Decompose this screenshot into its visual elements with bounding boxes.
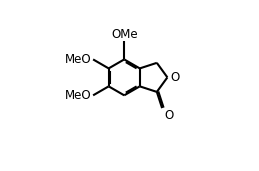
Text: MeO: MeO bbox=[65, 89, 92, 102]
Text: O: O bbox=[170, 71, 180, 84]
Text: MeO: MeO bbox=[65, 53, 92, 66]
Text: OMe: OMe bbox=[111, 28, 138, 41]
Text: O: O bbox=[164, 109, 174, 122]
